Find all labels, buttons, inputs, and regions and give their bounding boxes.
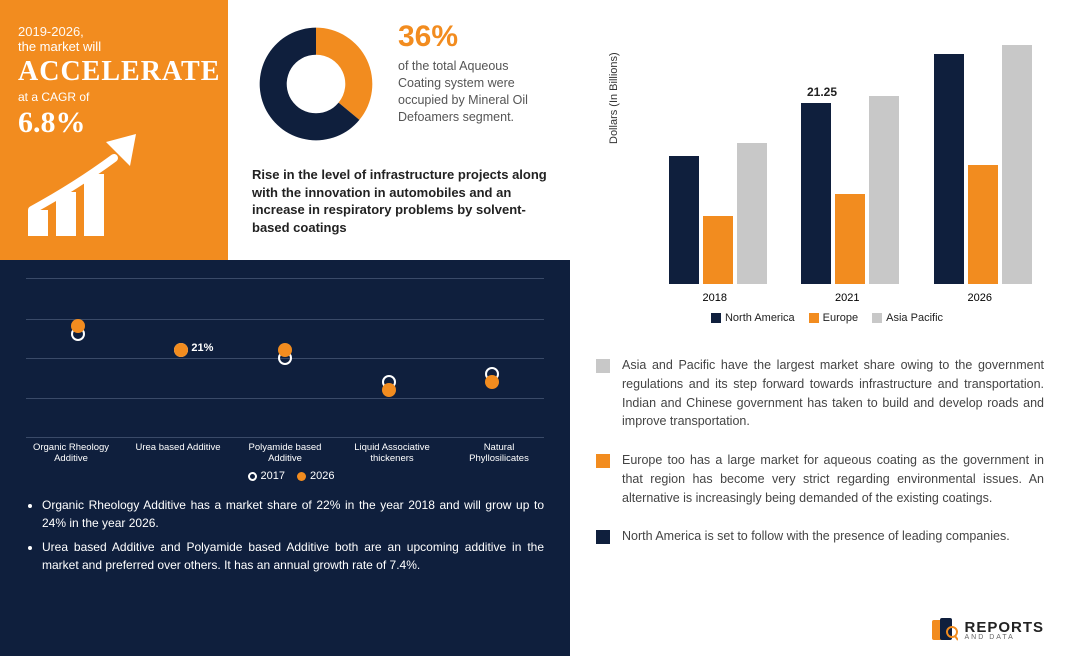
bar <box>703 216 733 284</box>
region-item: North America is set to follow with the … <box>596 527 1044 546</box>
donut-percent: 36% <box>398 20 548 54</box>
date-range: 2019-2026, <box>18 24 210 39</box>
y-axis-label: Dollars (In Billions) <box>608 52 620 144</box>
region-swatch <box>596 359 610 373</box>
cagr-card: 2019-2026, the market will ACCELERATE at… <box>0 0 228 260</box>
donut-section: 36% of the total Aqueous Coating system … <box>228 0 570 260</box>
bar <box>835 194 865 284</box>
bar <box>869 96 899 284</box>
bullets-list: Organic Rheology Additive has a market s… <box>26 496 544 574</box>
bar-chart: Dollars (In Billions) 2018202121.252026 <box>636 28 1044 308</box>
bar <box>1002 45 1032 284</box>
logo-icon <box>932 618 958 642</box>
accelerate-heading: ACCELERATE <box>18 56 210 88</box>
scatter-x-labels: Organic Rheology AdditiveUrea based Addi… <box>26 442 544 464</box>
region-swatch <box>596 454 610 468</box>
region-item: Europe too has a large market for aqueou… <box>596 451 1044 507</box>
bar <box>934 54 964 284</box>
growth-arrow-icon <box>18 132 168 242</box>
bar <box>669 156 699 284</box>
scatter-point <box>485 375 499 389</box>
bar <box>737 143 767 284</box>
region-swatch <box>596 530 610 544</box>
region-item: Asia and Pacific have the largest market… <box>596 356 1044 431</box>
bar <box>968 165 998 284</box>
text: the market will <box>18 39 210 54</box>
scatter-point <box>382 383 396 397</box>
additive-panel: 21% Organic Rheology AdditiveUrea based … <box>0 260 570 656</box>
region-list: Asia and Pacific have the largest market… <box>596 356 1044 546</box>
logo: REPORTS AND DATA <box>932 618 1044 642</box>
bar-legend: North AmericaEuropeAsia Pacific <box>596 312 1044 324</box>
rise-text: Rise in the level of infrastructure proj… <box>252 166 548 236</box>
scatter-point <box>174 343 188 357</box>
scatter-point <box>278 343 292 357</box>
donut-chart <box>252 20 380 148</box>
bar <box>801 103 831 284</box>
donut-description: of the total Aqueous Coating system were… <box>398 58 548 126</box>
cagr-label: at a CAGR of <box>18 90 210 104</box>
scatter-legend: 20172026 <box>26 470 544 482</box>
scatter-chart: 21% <box>26 278 544 436</box>
